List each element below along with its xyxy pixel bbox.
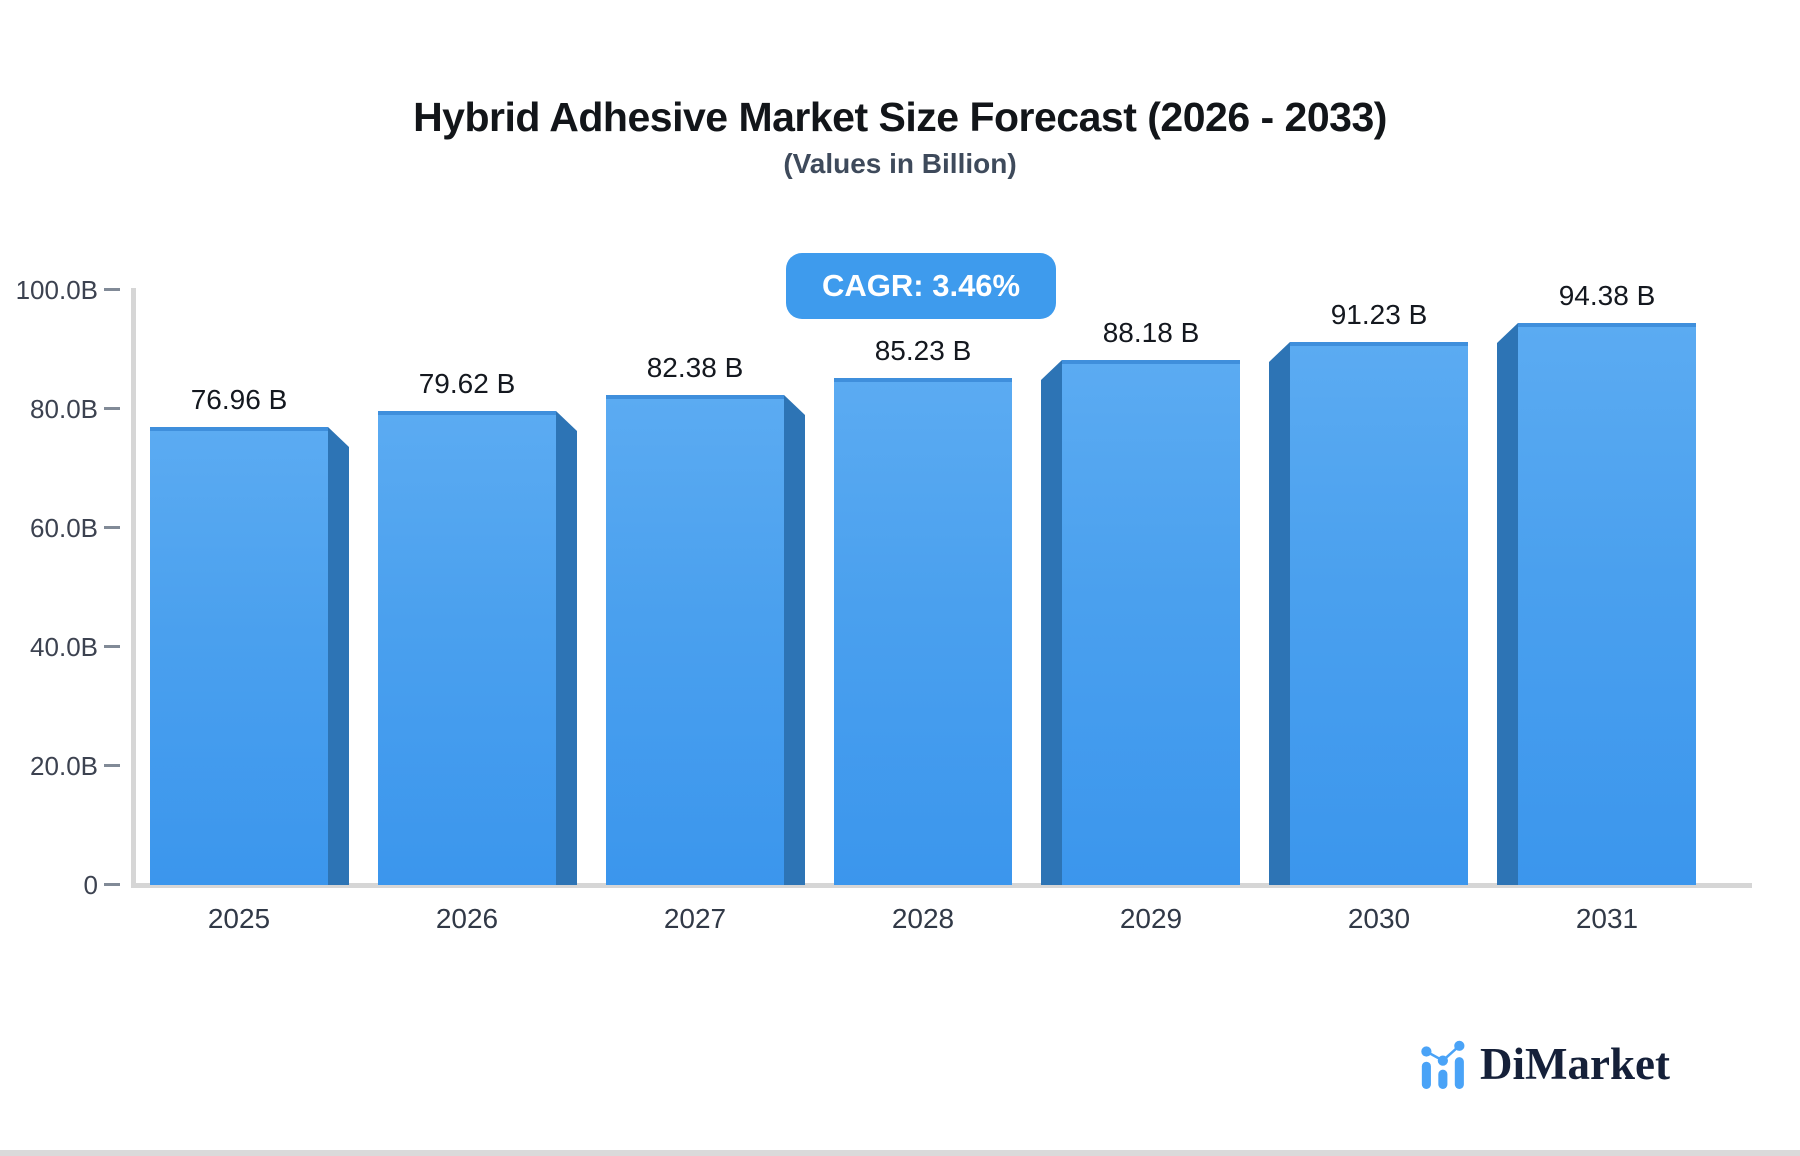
bar-front-face <box>1062 360 1240 885</box>
x-axis-line <box>131 883 1752 888</box>
y-tick-label: 100.0B <box>15 275 98 305</box>
brand-logo: DiMarket <box>1420 1038 1670 1090</box>
bar-2030 <box>1269 342 1468 885</box>
bar-2029 <box>1041 360 1240 885</box>
y-tick-label: 20.0B <box>30 751 98 781</box>
x-axis-label: 2028 <box>891 903 955 934</box>
bar-2025 <box>150 427 349 885</box>
bar-side-face <box>1497 323 1518 885</box>
x-axis-label: 2031 <box>1575 903 1639 934</box>
cagr-badge: CAGR: 3.46% <box>786 253 1057 319</box>
y-tick-mark <box>104 407 120 410</box>
bar-front-face <box>378 411 556 885</box>
bar-side-face <box>1269 342 1290 885</box>
y-tick-mark <box>104 645 120 648</box>
bar-value-label: 94.38 B <box>1558 280 1656 311</box>
brand-logo-text: DiMarket <box>1480 1039 1670 1089</box>
bar-side-face <box>328 427 349 885</box>
chart-title: Hybrid Adhesive Market Size Forecast (20… <box>413 94 1387 140</box>
bar-2028 <box>834 378 1012 885</box>
bar-value-label: 79.62 B <box>418 368 516 399</box>
bar-side-face <box>784 395 805 885</box>
bar-value-label: 76.96 B <box>190 384 288 415</box>
mini-bar-chart-icon <box>1421 1040 1465 1089</box>
x-axis-label: 2029 <box>1119 903 1183 934</box>
bar-side-face <box>1041 360 1062 885</box>
x-axis-label: 2025 <box>207 903 271 934</box>
bar-2027 <box>606 395 805 885</box>
x-axis-label: 2026 <box>435 903 499 934</box>
x-axis-label: 2027 <box>663 903 727 934</box>
page-bottom-border <box>0 1150 1800 1156</box>
bar-value-label: 88.18 B <box>1102 317 1200 348</box>
bar-side-face <box>556 411 577 885</box>
y-axis-line <box>131 288 136 888</box>
bar-front-face <box>150 427 328 885</box>
bar-2031 <box>1497 323 1696 885</box>
bar-2026 <box>378 411 577 885</box>
bar-front-face <box>1290 342 1468 885</box>
y-tick-mark <box>104 288 120 291</box>
y-tick-mark <box>104 883 120 886</box>
y-tick-label: 0 <box>83 870 98 900</box>
chart-subtitle: (Values in Billion) <box>783 148 1017 179</box>
x-axis-label: 2030 <box>1347 903 1411 934</box>
bar-value-label: 82.38 B <box>646 352 744 383</box>
y-tick-mark <box>104 526 120 529</box>
bar-front-face <box>1518 323 1696 885</box>
y-tick-label: 80.0B <box>30 394 98 424</box>
bar-front-face <box>606 395 784 885</box>
bar-front-face <box>834 378 1012 885</box>
y-tick-label: 60.0B <box>30 513 98 543</box>
cagr-badge-label: CAGR: 3.46% <box>822 268 1021 303</box>
bar-value-label: 91.23 B <box>1330 299 1428 330</box>
y-tick-label: 40.0B <box>30 632 98 662</box>
bar-value-label: 85.23 B <box>874 335 972 366</box>
y-tick-mark <box>104 764 120 767</box>
